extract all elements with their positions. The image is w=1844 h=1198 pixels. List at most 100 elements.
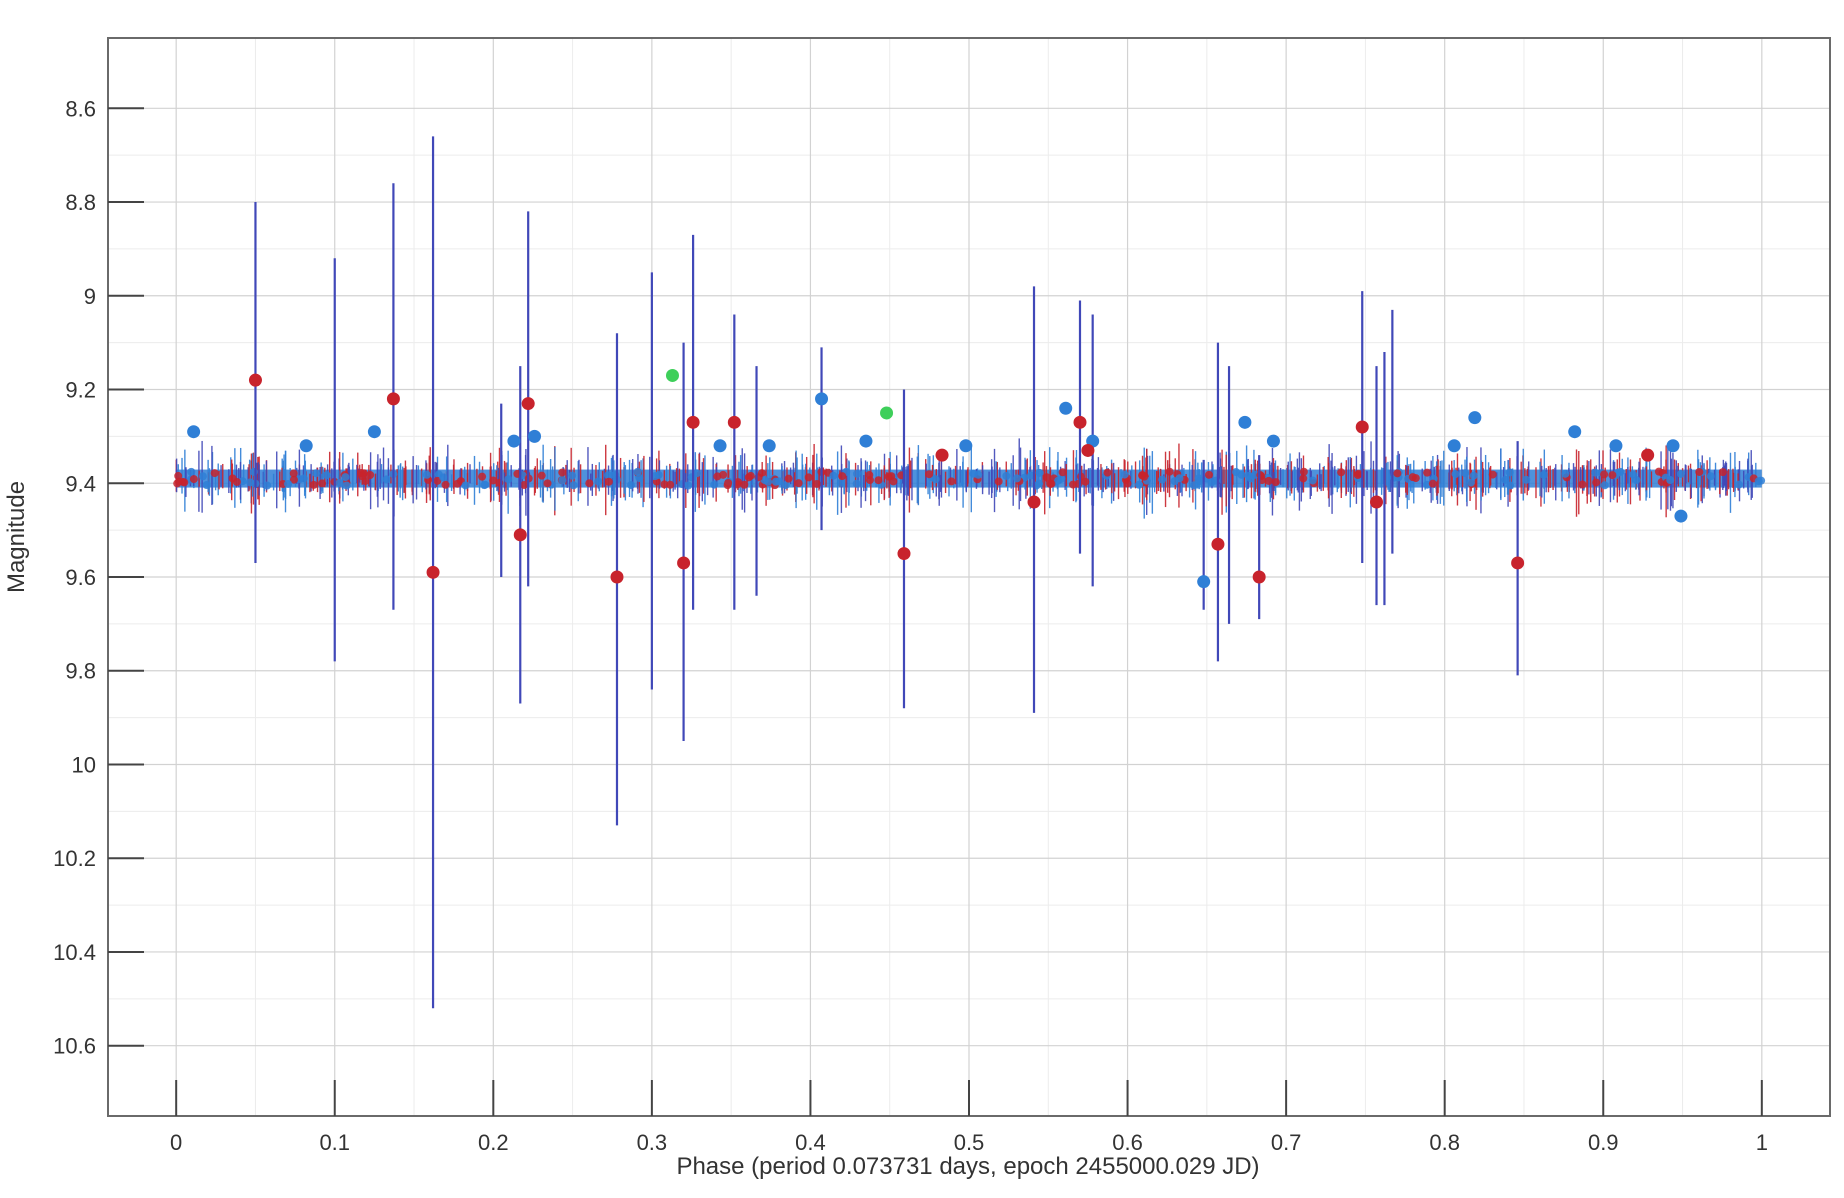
y-tick-label: 9.6 [65,565,96,590]
baseline-point [263,481,272,490]
baseline-point [1600,470,1609,479]
baseline-point [461,481,470,490]
error-bars [254,136,1519,1009]
baseline-point [925,470,934,479]
baseline-point [666,480,675,489]
baseline-point [994,477,1003,486]
baseline-point [309,480,318,489]
baseline-point [358,472,367,481]
baseline-point [366,470,375,479]
y-tick-label: 9 [84,284,96,309]
baseline-point [660,480,669,489]
baseline-point [604,477,613,486]
baseline-point [874,476,883,485]
data-point-red [386,392,400,406]
data-point-red [521,397,535,411]
baseline-point [1654,467,1663,476]
data-point-blue [1238,415,1252,429]
baseline-point [713,472,722,481]
data-point-blue [1266,434,1280,448]
baseline-point [1666,476,1675,485]
baseline-point [1393,469,1402,478]
data-point-red [1081,443,1095,457]
data-point-blue [815,392,829,406]
data-point-blue [367,425,381,439]
x-tick-label: 0.7 [1271,1130,1302,1155]
x-tick-label: 0.8 [1429,1130,1460,1155]
y-tick-label: 8.8 [65,190,96,215]
y-tick-label: 10.4 [53,940,96,965]
x-tick-label: 0 [170,1130,182,1155]
y-tick-label: 10 [72,752,96,777]
baseline-point [1058,468,1067,477]
baseline-point [284,479,293,488]
baseline-point [594,477,603,486]
x-tick-label: 1 [1756,1130,1768,1155]
baseline-point [710,480,719,489]
data-point-blue [762,439,776,453]
data-point-red [1252,570,1266,584]
data-point-green [665,368,679,382]
baseline-point [1165,467,1174,476]
baseline-point [931,475,940,484]
baseline-point [852,479,861,488]
x-tick-label: 0.1 [319,1130,350,1155]
data-point-blue [1666,439,1680,453]
baseline-point [1501,475,1510,484]
baseline-point [187,467,196,476]
data-point-blue [1468,411,1482,425]
baseline-point [947,477,956,486]
baseline-point [812,479,821,488]
baseline-point [635,474,644,483]
baseline-point [1190,481,1199,490]
data-point-red [1511,556,1525,570]
data-point-red [610,570,624,584]
baseline-point [1271,478,1280,487]
baseline-point [1138,471,1147,480]
baseline-point [543,479,552,488]
baseline-point [784,474,793,483]
baseline-point [249,467,258,476]
baseline-point [1195,477,1204,486]
data-point-blue [507,434,521,448]
data-point-red [1370,495,1384,509]
data-point-red [897,547,911,561]
data-point-red [1027,495,1041,509]
baseline-point [1488,470,1497,479]
baseline-point [1423,468,1432,477]
baseline-point [1469,471,1478,480]
baseline-point [480,481,489,490]
data-point-red [686,415,700,429]
baseline-point [569,481,578,490]
baseline-point [969,469,978,478]
baseline-point [889,477,898,486]
baseline-point [746,471,755,480]
baseline-point [627,481,636,490]
baseline-point [173,479,182,488]
baseline-point [1244,471,1253,480]
baseline-point [1175,474,1184,483]
baseline-point [1522,475,1531,484]
baseline-point [585,479,594,488]
baseline-point [1592,478,1601,487]
y-tick-label: 9.2 [65,378,96,403]
baseline-point [489,476,498,485]
baseline-point [1561,469,1570,478]
y-axis-label: Magnitude [3,481,30,593]
baseline-point [724,479,733,488]
baseline-point [1578,480,1587,489]
baseline-point [633,467,642,476]
baseline-point [299,474,308,483]
baseline-point [1035,468,1044,477]
baseline-point [1466,478,1475,487]
data-point-blue [959,439,973,453]
baseline-point [1616,467,1625,476]
baseline-point [1308,476,1317,485]
baseline-point [335,478,344,487]
baseline-point [865,471,874,480]
baseline-point [289,475,298,484]
x-tick-label: 0.4 [795,1130,826,1155]
baseline-point [1353,471,1362,480]
baseline-point [422,470,431,479]
